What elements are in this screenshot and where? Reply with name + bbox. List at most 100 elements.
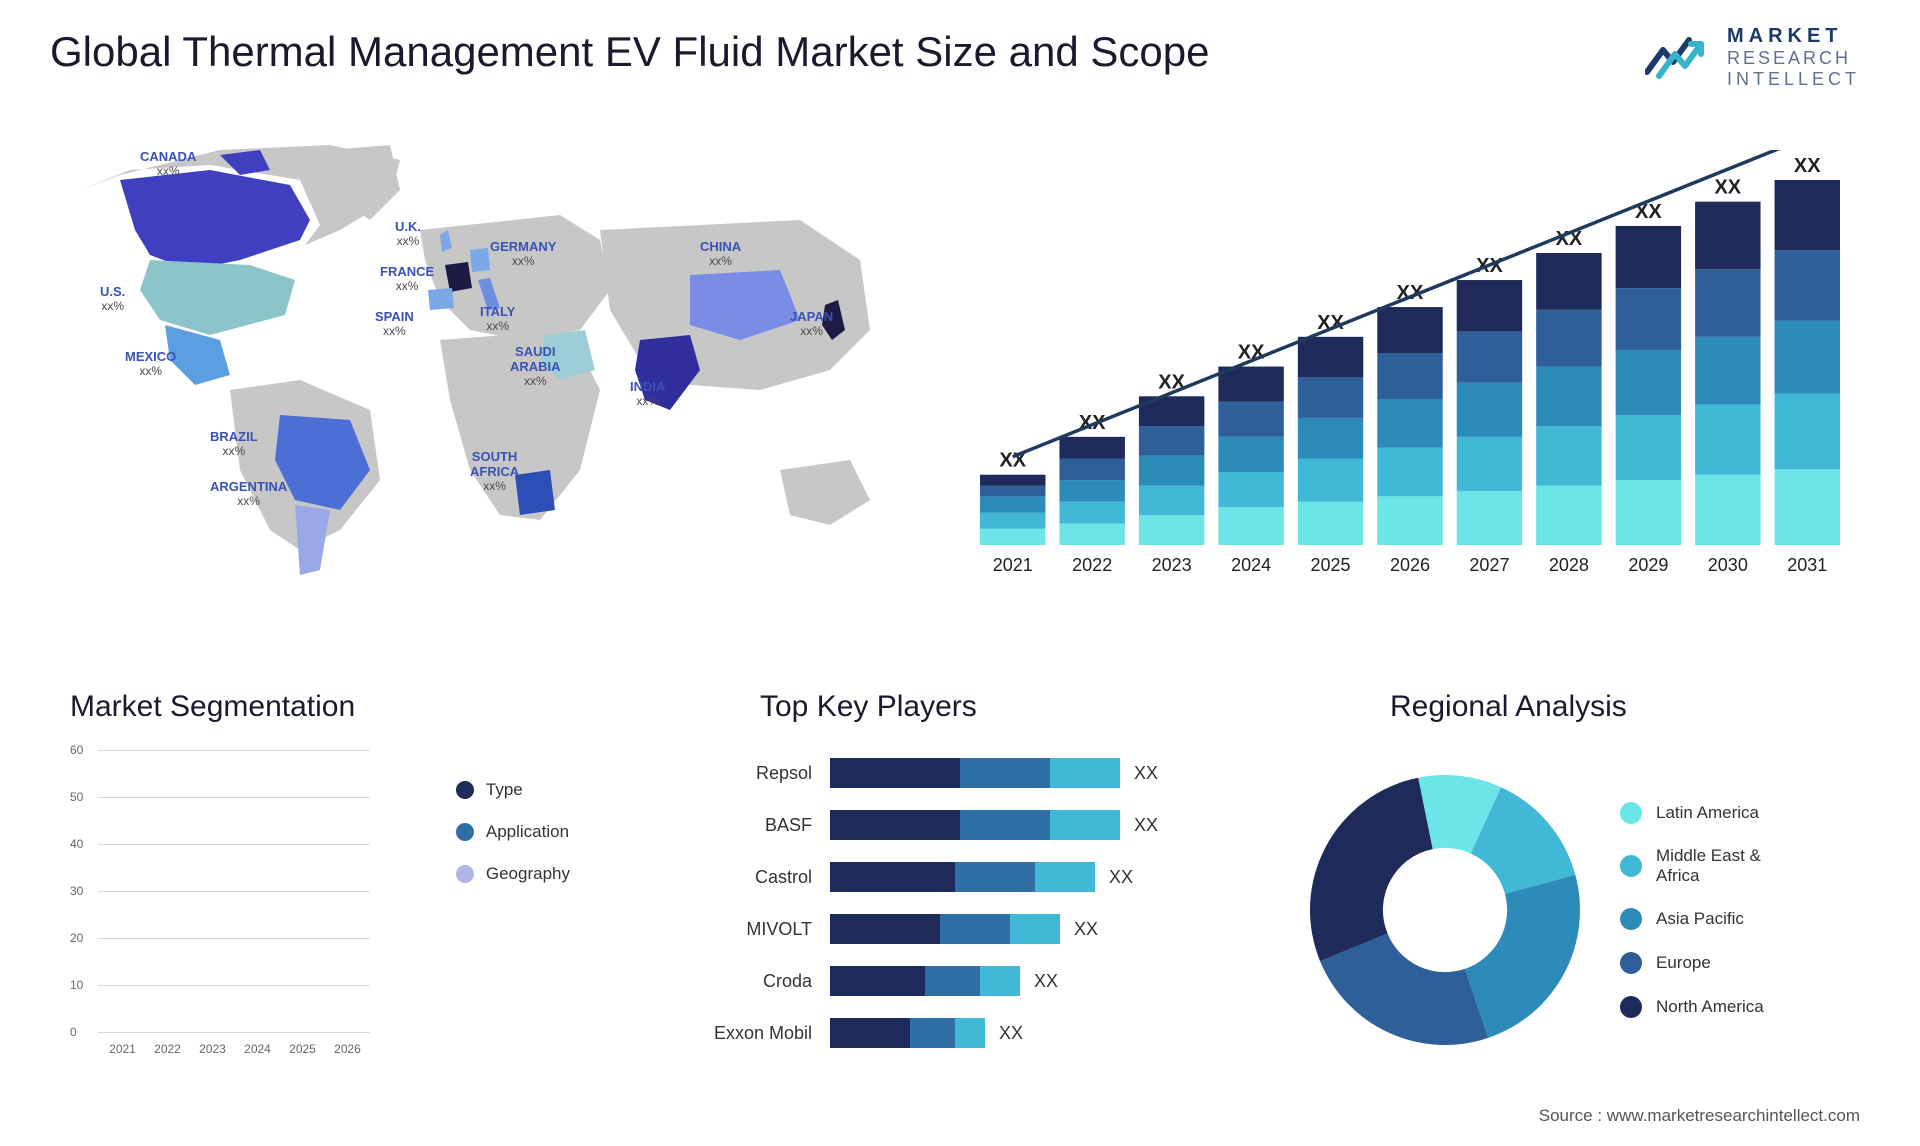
key-player-row: BASF XX: [660, 802, 1280, 848]
big-bar-seg: [1377, 399, 1442, 448]
big-bar-seg: [1059, 458, 1124, 480]
region-legend-item: Asia Pacific: [1620, 908, 1764, 930]
big-bar-seg: [1695, 269, 1760, 337]
big-bar-seg: [1059, 523, 1124, 545]
key-player-name: Castrol: [660, 867, 830, 888]
key-players-chart: RepsolXX BASF XX Castrol XX MIVOLT XX CrodaXX Ex…: [660, 750, 1280, 1070]
big-bar-seg: [1218, 472, 1283, 507]
market-size-chart: XX2021XX2022XX2023XX2024XX2025XX2026XX20…: [960, 150, 1860, 590]
legend-swatch: [456, 781, 474, 799]
big-bar-seg: [1218, 507, 1283, 545]
logo-mark-icon: [1645, 32, 1715, 82]
key-player-row: CrodaXX: [660, 958, 1280, 1004]
big-bar-seg: [980, 486, 1045, 497]
big-bar-seg: [1457, 491, 1522, 545]
key-player-name: MIVOLT: [660, 919, 830, 940]
legend-label: Asia Pacific: [1656, 909, 1744, 929]
big-bar-seg: [980, 513, 1045, 529]
big-bar-seg: [1616, 480, 1681, 545]
map-label-china: CHINAxx%: [700, 240, 741, 269]
key-player-row: Castrol XX: [660, 854, 1280, 900]
seg-xlabel: 2022: [145, 1042, 190, 1056]
legend-label: Type: [486, 780, 523, 800]
big-bar-value: XX: [1714, 177, 1741, 199]
regional-chart: Latin AmericaMiddle East &AfricaAsia Pac…: [1300, 750, 1880, 1070]
big-bar-seg: [1218, 437, 1283, 472]
big-bar-seg: [1536, 253, 1601, 310]
seg-legend-item: Type: [456, 780, 570, 800]
big-bar-xlabel: 2023: [1152, 555, 1192, 575]
big-bar-seg: [1457, 280, 1522, 331]
map-label-canada: CANADAxx%: [140, 150, 196, 179]
country-canada_main: [120, 170, 310, 270]
key-player-bar: [830, 862, 1095, 892]
legend-swatch: [1620, 908, 1642, 930]
key-player-value: XX: [1134, 763, 1158, 784]
map-label-u-k-: U.K.xx%: [395, 220, 421, 249]
big-bar-value: XX: [1794, 155, 1821, 177]
big-bar-seg: [1775, 321, 1840, 394]
big-bar-xlabel: 2029: [1628, 555, 1668, 575]
map-label-south-africa: SOUTHAFRICAxx%: [470, 450, 519, 494]
key-player-seg: [830, 758, 960, 788]
big-bar-seg: [1616, 288, 1681, 350]
big-bar-seg: [1616, 350, 1681, 415]
big-bar-seg: [1775, 394, 1840, 470]
big-bar-xlabel: 2027: [1469, 555, 1509, 575]
map-label-spain: SPAINxx%: [375, 310, 414, 339]
big-bar-xlabel: 2028: [1549, 555, 1589, 575]
key-player-name: BASF: [660, 815, 830, 836]
big-bar-seg: [980, 529, 1045, 545]
big-bar-xlabel: 2021: [993, 555, 1033, 575]
big-bar-seg: [1377, 353, 1442, 399]
world-map: CANADAxx%U.S.xx%MEXICOxx%BRAZILxx%ARGENT…: [40, 130, 920, 590]
source-attribution: Source : www.marketresearchintellect.com: [1539, 1106, 1860, 1126]
key-player-seg: [955, 862, 1035, 892]
legend-label: North America: [1656, 997, 1764, 1017]
seg-ytick: 30: [70, 884, 83, 898]
big-bar-seg: [1218, 402, 1283, 437]
key-player-bar: [830, 758, 1120, 788]
donut-slice: [1310, 778, 1433, 961]
donut-slice: [1465, 875, 1580, 1038]
seg-xlabel: 2023: [190, 1042, 235, 1056]
legend-label: Europe: [1656, 953, 1711, 973]
country-germany: [470, 248, 490, 272]
key-player-row: RepsolXX: [660, 750, 1280, 796]
big-bar-seg: [980, 496, 1045, 512]
legend-label: Middle East &Africa: [1656, 846, 1761, 886]
big-bar-seg: [1695, 202, 1760, 270]
seg-ytick: 60: [70, 743, 83, 757]
key-player-bar: [830, 914, 1060, 944]
big-bar-xlabel: 2024: [1231, 555, 1271, 575]
key-player-seg: [955, 1018, 985, 1048]
key-player-seg: [830, 810, 960, 840]
key-player-seg: [1035, 862, 1095, 892]
seg-ytick: 0: [70, 1025, 77, 1039]
key-player-value: XX: [1134, 815, 1158, 836]
key-player-seg: [830, 862, 955, 892]
key-player-seg: [830, 914, 940, 944]
big-bar-seg: [1298, 418, 1363, 459]
big-bar-xlabel: 2025: [1311, 555, 1351, 575]
big-bar-seg: [1298, 377, 1363, 418]
logo-text-3: INTELLECT: [1727, 69, 1860, 90]
legend-swatch: [456, 823, 474, 841]
seg-xlabel: 2024: [235, 1042, 280, 1056]
seg-xlabel: 2021: [100, 1042, 145, 1056]
key-player-seg: [940, 914, 1010, 944]
key-player-seg: [980, 966, 1020, 996]
big-bar-seg: [1775, 180, 1840, 250]
map-label-italy: ITALYxx%: [480, 305, 515, 334]
key-players-title: Top Key Players: [760, 690, 977, 724]
map-label-u-s-: U.S.xx%: [100, 285, 125, 314]
key-player-row: Exxon MobilXX: [660, 1010, 1280, 1056]
big-bar-seg: [1457, 331, 1522, 382]
key-player-value: XX: [1109, 867, 1133, 888]
key-player-value: XX: [1074, 919, 1098, 940]
seg-ytick: 10: [70, 978, 83, 992]
big-bar-seg: [1377, 496, 1442, 545]
big-bar-xlabel: 2022: [1072, 555, 1112, 575]
region-legend-item: North America: [1620, 996, 1764, 1018]
key-player-row: MIVOLT XX: [660, 906, 1280, 952]
